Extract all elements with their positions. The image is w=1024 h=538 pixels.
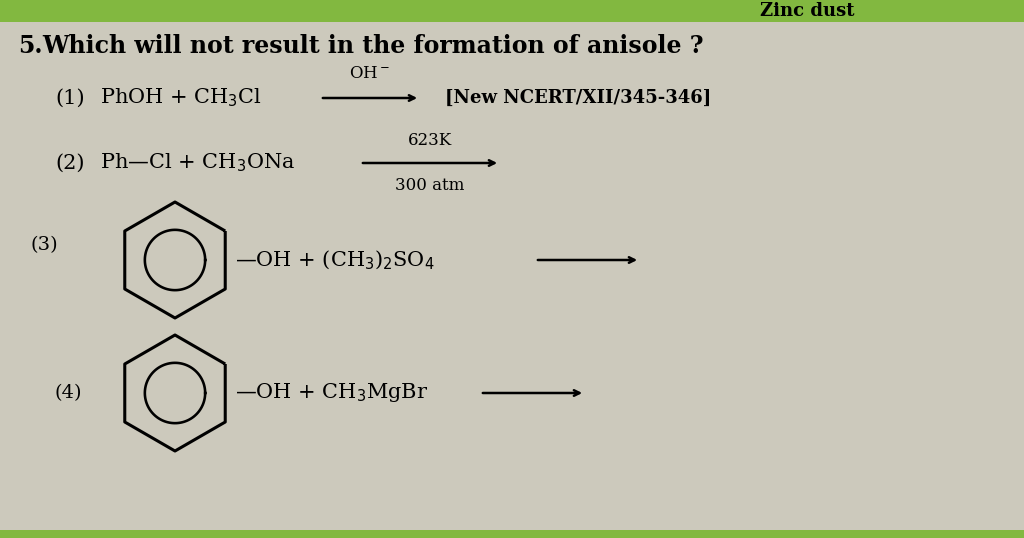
Text: PhOH + CH$_3$Cl: PhOH + CH$_3$Cl bbox=[100, 87, 262, 109]
Text: 300 atm: 300 atm bbox=[395, 177, 465, 194]
Text: (2): (2) bbox=[55, 153, 85, 173]
Text: [New NCERT/XII/345-346]: [New NCERT/XII/345-346] bbox=[445, 89, 712, 107]
Text: (1): (1) bbox=[55, 88, 85, 108]
Text: —OH + (CH$_3$)$_2$SO$_4$: —OH + (CH$_3$)$_2$SO$_4$ bbox=[234, 249, 434, 272]
Text: 623K: 623K bbox=[408, 132, 453, 149]
Bar bbox=[0, 0, 1024, 22]
Text: (3): (3) bbox=[30, 236, 57, 254]
Text: OH$^-$: OH$^-$ bbox=[349, 65, 390, 82]
Text: Zinc dust: Zinc dust bbox=[760, 2, 854, 20]
Text: Ph—Cl + CH$_3$ONa: Ph—Cl + CH$_3$ONa bbox=[100, 152, 295, 174]
Text: 5.: 5. bbox=[18, 34, 43, 58]
Bar bbox=[0, 530, 1024, 538]
Text: (4): (4) bbox=[55, 384, 83, 402]
Text: Which will not result in the formation of anisole ?: Which will not result in the formation o… bbox=[42, 34, 703, 58]
Text: —OH + CH$_3$MgBr: —OH + CH$_3$MgBr bbox=[234, 381, 428, 405]
